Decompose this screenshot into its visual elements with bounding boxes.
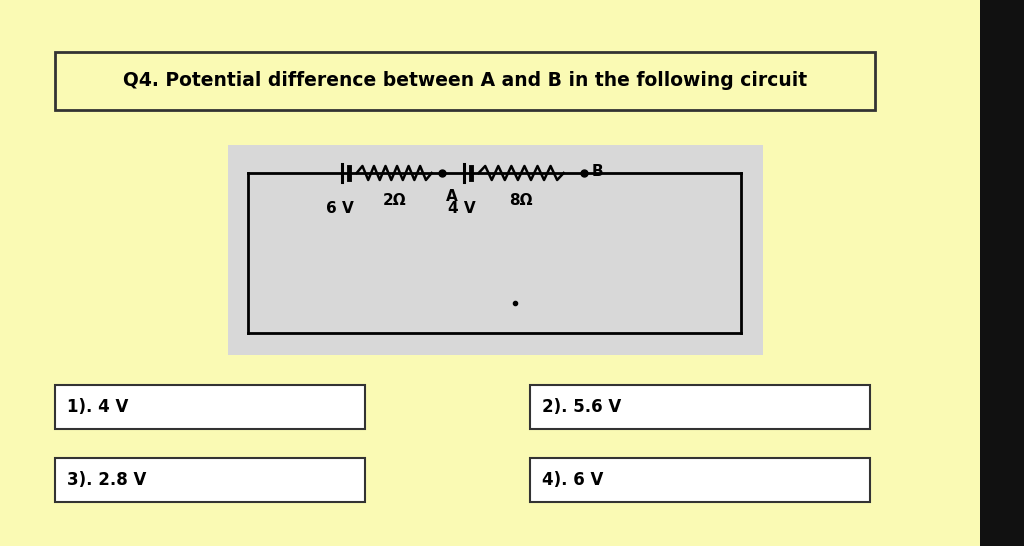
Text: 8Ω: 8Ω: [509, 193, 532, 208]
Bar: [55, 458, 365, 502]
Text: 1). 4 V: 1). 4 V: [67, 398, 128, 416]
Bar: [530, 458, 870, 502]
Bar: [55, 52, 874, 110]
Text: 4). 6 V: 4). 6 V: [542, 471, 603, 489]
Bar: [530, 385, 870, 429]
Text: 3). 2.8 V: 3). 2.8 V: [67, 471, 146, 489]
Bar: [980, 0, 1024, 546]
Text: B: B: [592, 163, 603, 179]
Text: 4 V: 4 V: [449, 201, 476, 216]
Text: A: A: [445, 189, 458, 204]
Bar: [55, 385, 365, 429]
Bar: [228, 145, 763, 355]
Text: 2). 5.6 V: 2). 5.6 V: [542, 398, 622, 416]
Text: 6 V: 6 V: [327, 201, 354, 216]
Text: 2Ω: 2Ω: [382, 193, 406, 208]
Text: Q4. Potential difference between A and B in the following circuit: Q4. Potential difference between A and B…: [123, 72, 807, 91]
